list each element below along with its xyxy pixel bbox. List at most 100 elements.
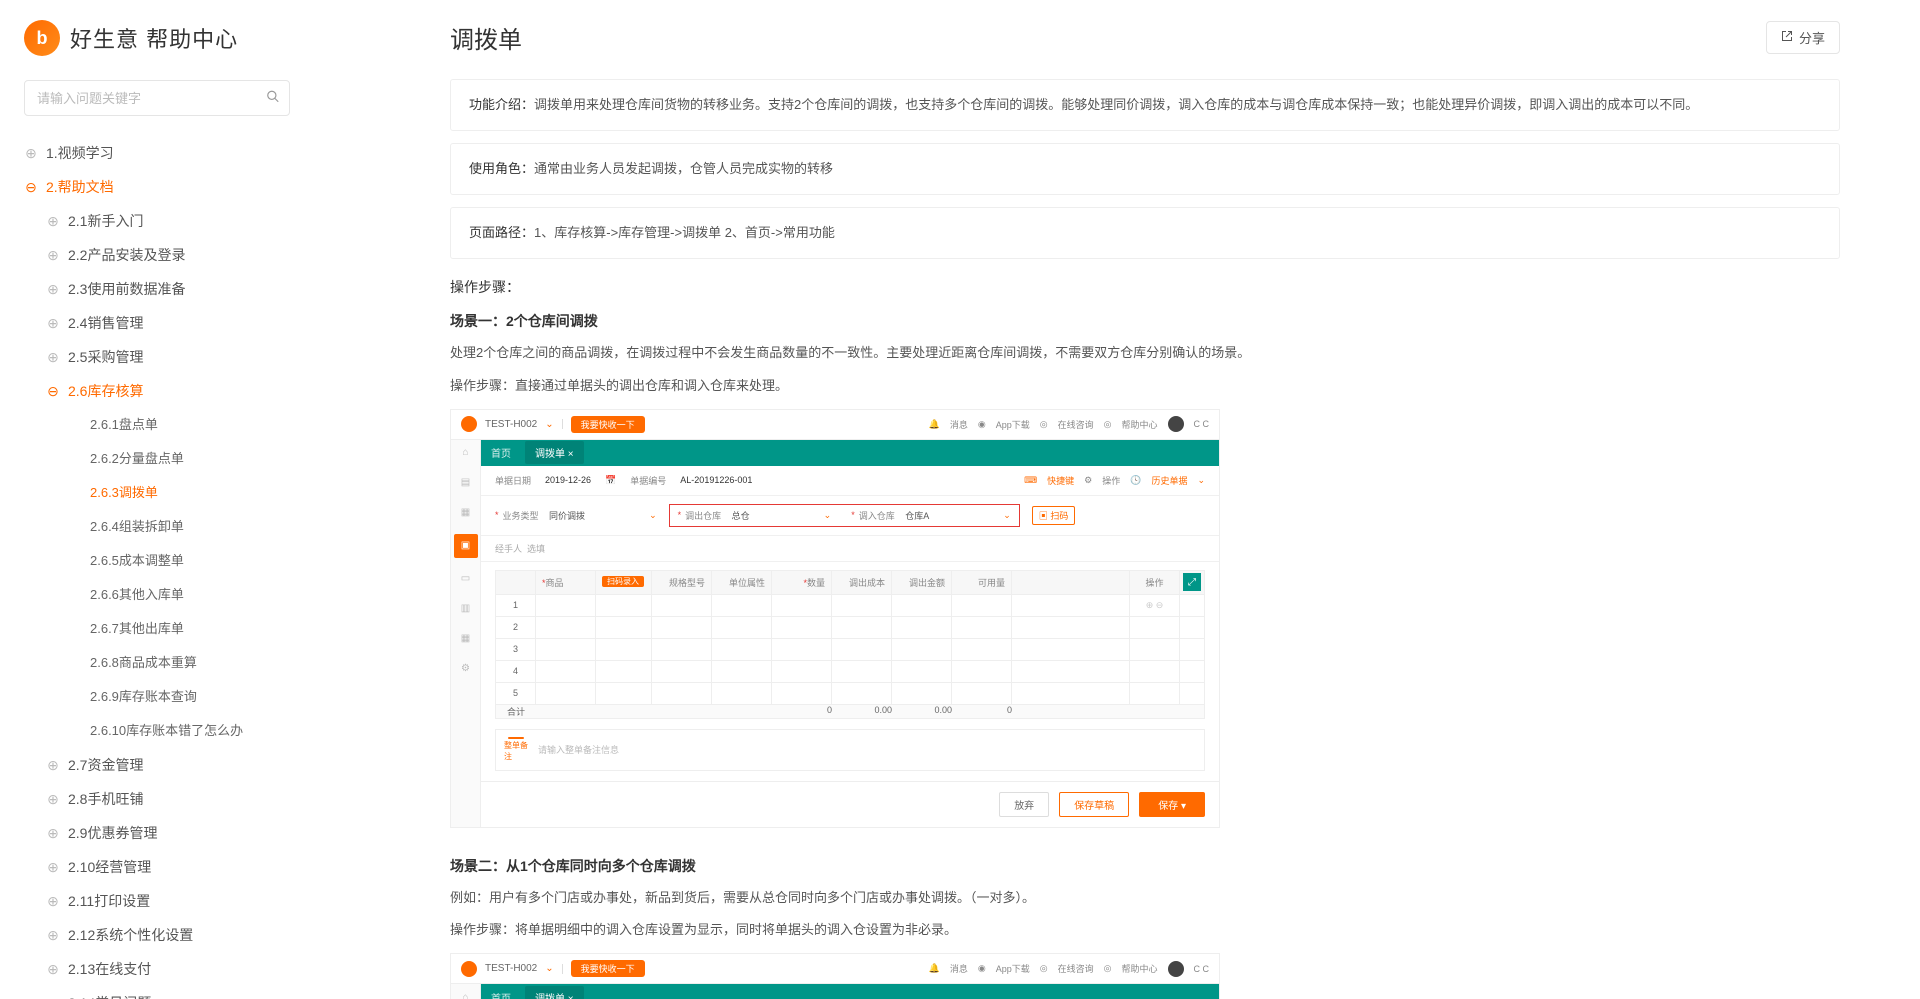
mock-tab-home: 首页 xyxy=(491,445,511,460)
nav-2-14[interactable]: ⊕2.14常见问题 xyxy=(46,986,290,999)
nav-2-10[interactable]: ⊕2.10经营管理 xyxy=(46,850,290,884)
mock-bill-label: 单据编号 xyxy=(630,474,666,487)
mock-app: App下载 xyxy=(996,418,1030,431)
nav-2-5[interactable]: ⊕2.5采购管理 xyxy=(46,340,290,374)
plus-icon: ⊕ xyxy=(46,248,60,262)
mock-cc: C C xyxy=(1194,419,1210,429)
plus-icon: ⊕ xyxy=(46,894,60,908)
nav-2-6-9[interactable]: 2.6.9库存账本查询 xyxy=(90,680,290,714)
save-button: 保存 ▾ xyxy=(1139,792,1205,817)
avatar-icon xyxy=(1168,416,1184,432)
mock-tab-bill: 调拨单 × xyxy=(525,986,584,999)
scene2-title: 场景二：从1个仓库同时向多个仓库调拨 xyxy=(450,856,1840,876)
main-content: 调拨单 分享 功能介绍：调拨单用来处理仓库间货物的转移业务。支持2个仓库间的调拨… xyxy=(310,0,1920,999)
mock-biz-val: 同价调拨 xyxy=(549,509,585,522)
plus-icon: ⊕ xyxy=(46,758,60,772)
plus-icon: ⊕ xyxy=(24,146,38,160)
nav-2-3[interactable]: ⊕2.3使用前数据准备 xyxy=(46,272,290,306)
mock-msg: 消息 xyxy=(950,418,968,431)
calendar-icon: 📅 xyxy=(605,475,616,486)
nav-2-2[interactable]: ⊕2.2产品安装及登录 xyxy=(46,238,290,272)
home-icon: ⌂ xyxy=(459,990,473,999)
mock-screenshot-1: TEST-H002 ⌄ 我要快收一下 🔔消息 ◉App下载 ◎在线咨询 ◎帮助中… xyxy=(450,409,1220,828)
mock-help: 帮助中心 xyxy=(1121,962,1157,975)
th-cost: 调出成本 xyxy=(832,571,892,594)
nav-2-1[interactable]: ⊕2.1新手入门 xyxy=(46,204,290,238)
mock-biz-label: 业务类型 xyxy=(503,509,539,522)
mock-maker-hint: 选填 xyxy=(527,544,545,554)
page-title: 调拨单 xyxy=(450,20,522,55)
mock-hist: 历史单据 xyxy=(1151,474,1187,487)
role-text: 通常由业务人员发起调拨，仓管人员完成实物的转移 xyxy=(534,161,833,176)
nav-2-6-7[interactable]: 2.6.7其他出库单 xyxy=(90,612,290,646)
help-icon: ◎ xyxy=(1104,963,1112,974)
mock-test-label: TEST-H002 xyxy=(485,963,537,974)
mock-tab-home: 首页 xyxy=(491,990,511,999)
share-button[interactable]: 分享 xyxy=(1766,21,1840,54)
mock-in-val: 仓库A xyxy=(905,509,929,522)
nav-2-6-10[interactable]: 2.6.10库存账本错了怎么办 xyxy=(90,714,290,748)
nav-tree: ⊕1.视频学习 ⊖2.帮助文档 ⊕2.1新手入门 ⊕2.2产品安装及登录 ⊕2.… xyxy=(24,136,290,999)
nav-2-8[interactable]: ⊕2.8手机旺铺 xyxy=(46,782,290,816)
nav-2-6-8[interactable]: 2.6.8商品成本重算 xyxy=(90,646,290,680)
row-idx: 3 xyxy=(496,639,536,660)
mock-out-val: 总仓 xyxy=(732,509,750,522)
mock-online: 在线咨询 xyxy=(1058,962,1094,975)
th-stock: 可用量 xyxy=(952,571,1012,594)
gear-icon: ⚙ xyxy=(459,662,473,676)
logo-icon: b xyxy=(24,20,60,56)
plus-icon: ⊕ xyxy=(46,860,60,874)
path-text: 1、库存核算->库存管理->调拨单 2、首页->常用功能 xyxy=(534,225,835,240)
nav-video[interactable]: ⊕1.视频学习 xyxy=(24,136,290,170)
nav-2-6-3[interactable]: 2.6.3调拨单 xyxy=(90,476,290,510)
nav-docs[interactable]: ⊖2.帮助文档 xyxy=(24,170,290,204)
nav-2-12[interactable]: ⊕2.12系统个性化设置 xyxy=(46,918,290,952)
row-idx: 5 xyxy=(496,683,536,704)
nav-2-6-1[interactable]: 2.6.1盘点单 xyxy=(90,408,290,442)
nav-2-13[interactable]: ⊕2.13在线支付 xyxy=(46,952,290,986)
app-icon: ◉ xyxy=(978,419,986,430)
chat-icon: ◎ xyxy=(1040,419,1048,430)
nav-2-11[interactable]: ⊕2.11打印设置 xyxy=(46,884,290,918)
steps-label: 操作步骤： xyxy=(450,277,1840,297)
mock-app: App下载 xyxy=(996,962,1030,975)
more-icon: ▦ xyxy=(459,632,473,646)
nav-2-9[interactable]: ⊕2.9优惠券管理 xyxy=(46,816,290,850)
row-idx: 4 xyxy=(496,661,536,682)
nav-2-4[interactable]: ⊕2.4销售管理 xyxy=(46,306,290,340)
nav-2-7[interactable]: ⊕2.7资金管理 xyxy=(46,748,290,782)
th-qty: 数量 xyxy=(807,578,825,588)
scene1-title: 场景一：2个仓库间调拨 xyxy=(450,311,1840,331)
mock-refresh-button: 我要快收一下 xyxy=(571,960,645,977)
message-icon: 🔔 xyxy=(929,963,940,974)
logo: b 好生意 帮助中心 xyxy=(24,20,290,56)
gear-icon: ⚙ xyxy=(1084,475,1092,486)
plus-icon: ⊕ xyxy=(46,826,60,840)
note-placeholder: 请输入整单备注信息 xyxy=(538,743,1196,756)
search-icon[interactable] xyxy=(266,90,280,107)
row-idx: 2 xyxy=(496,617,536,638)
avatar-icon xyxy=(1168,961,1184,977)
th-name: 商品 xyxy=(546,578,564,588)
draft-button: 保存草稿 xyxy=(1059,792,1129,817)
nav-2-6-4[interactable]: 2.6.4组装拆卸单 xyxy=(90,510,290,544)
clock-icon: 🕓 xyxy=(1130,475,1141,486)
minus-icon: ⊖ xyxy=(24,180,38,194)
nav-2-6[interactable]: ⊖2.6库存核算 xyxy=(46,374,290,408)
nav-2-6-5[interactable]: 2.6.5成本调整单 xyxy=(90,544,290,578)
highlight-box: *调出仓库 总仓⌄ *调入仓库 仓库A⌄ xyxy=(669,504,1020,527)
mock-msg: 消息 xyxy=(950,962,968,975)
nav-2-6-6[interactable]: 2.6.6其他入库单 xyxy=(90,578,290,612)
th-act: 操作 xyxy=(1130,571,1180,594)
nav-2-6-2[interactable]: 2.6.2分量盘点单 xyxy=(90,442,290,476)
search-input[interactable] xyxy=(24,80,290,116)
search-box xyxy=(24,80,290,116)
mock-help: 帮助中心 xyxy=(1121,418,1157,431)
sum-cost: 0.00 xyxy=(832,705,892,718)
th-import: 扫码录入 xyxy=(602,576,644,587)
message-icon: 🔔 xyxy=(929,419,940,430)
sidebar: b 好生意 帮助中心 ⊕1.视频学习 ⊖2.帮助文档 ⊕2.1新手入门 ⊕2.2… xyxy=(0,0,310,999)
scene1-desc1: 处理2个仓库之间的商品调拨，在调拨过程中不会发生商品数量的不一致性。主要处理近距… xyxy=(450,341,1840,366)
sum-label: 合计 xyxy=(496,705,536,718)
share-label: 分享 xyxy=(1799,28,1825,47)
